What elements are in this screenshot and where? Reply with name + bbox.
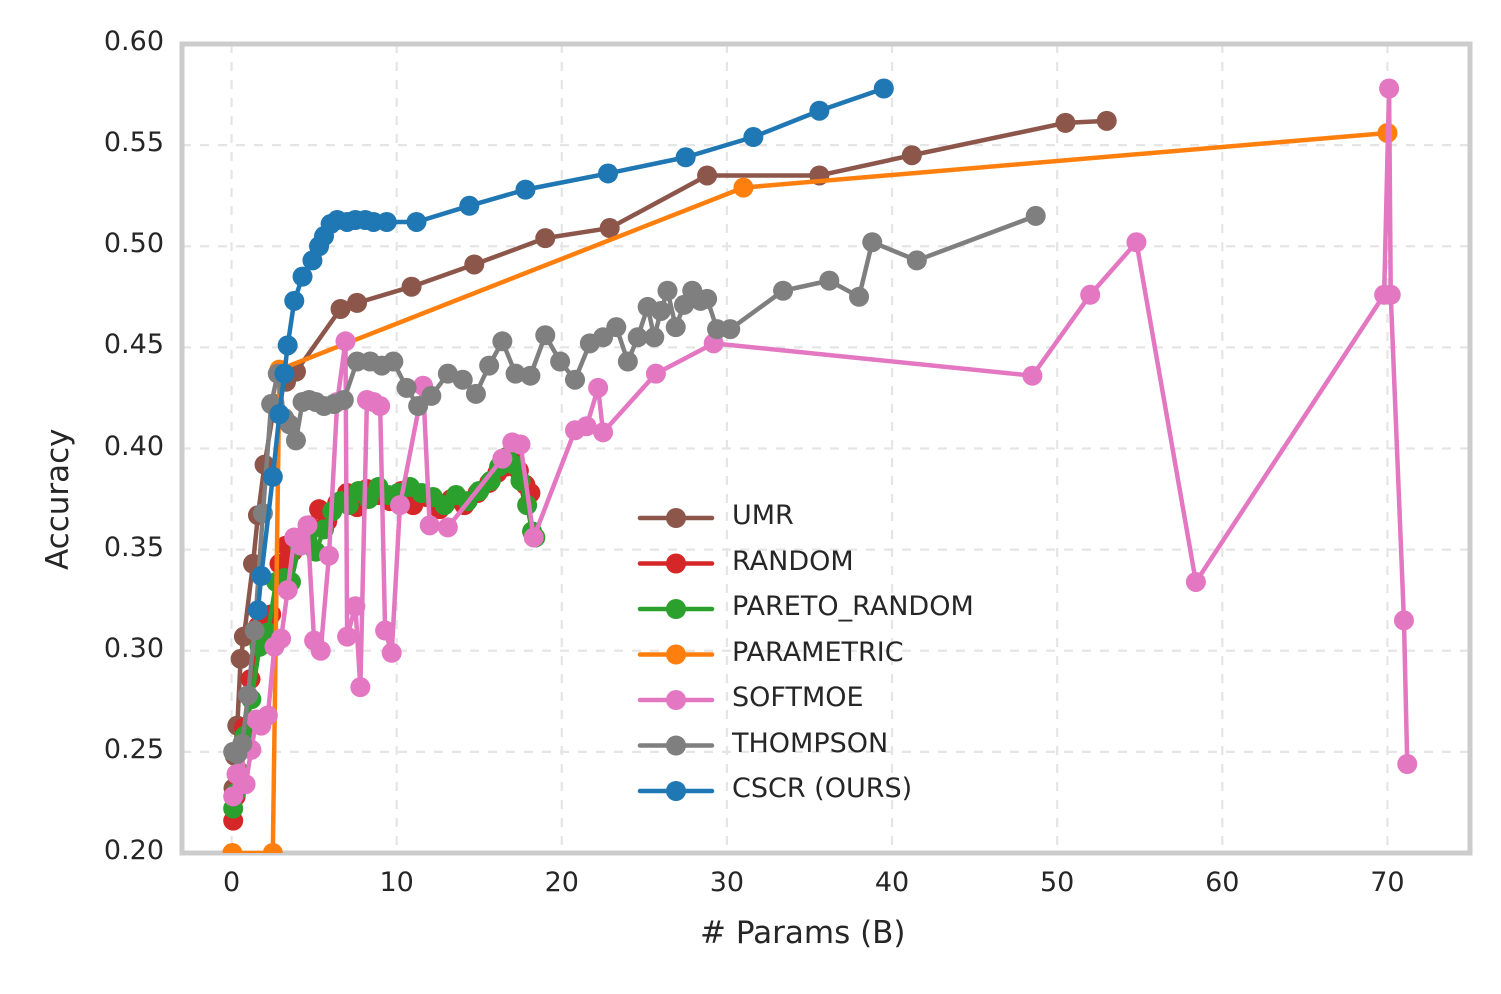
y-tick-0.30: 0.30 xyxy=(103,632,164,664)
series-layer xyxy=(222,78,1418,853)
x-tick-20: 20 xyxy=(544,867,579,898)
legend-item-softmoe: SOFTMOE xyxy=(732,682,864,713)
series-cscr-ours xyxy=(247,78,894,621)
y-tick-0.35: 0.35 xyxy=(103,531,164,563)
legend-item-random: RANDOM xyxy=(732,545,854,577)
legend-item-umr: UMR xyxy=(732,500,794,531)
y-tick-0.25: 0.25 xyxy=(103,733,164,765)
y-tick-0.20: 0.20 xyxy=(103,835,164,866)
x-tick-40: 40 xyxy=(874,867,910,898)
x-tick-30: 30 xyxy=(709,867,745,898)
grid-layer xyxy=(182,44,1470,853)
y-tick-0.50: 0.50 xyxy=(103,228,164,260)
axes-frame xyxy=(179,41,1473,856)
legend-item-thompson: THOMPSON xyxy=(732,727,889,759)
series-softmoe xyxy=(223,78,1418,807)
legend-item-cscr-ours: CSCR (OURS) xyxy=(732,773,913,804)
x-tick-60: 60 xyxy=(1205,867,1240,898)
y-tick-0.60: 0.60 xyxy=(103,26,164,57)
legend-item-pareto-random: PARETO_RANDOM xyxy=(732,591,974,622)
x-tick-50: 50 xyxy=(1039,867,1075,898)
y-tick-0.40: 0.40 xyxy=(103,430,164,462)
x-tick-0: 0 xyxy=(222,867,241,898)
x-tick-10: 10 xyxy=(379,867,414,898)
y-tick-0.55: 0.55 xyxy=(103,127,164,159)
x-axis-label: # Params (B) xyxy=(700,915,906,951)
series-thompson xyxy=(223,205,1046,764)
y-tick-0.45: 0.45 xyxy=(103,329,164,361)
legend-item-parametric: PARAMETRIC xyxy=(732,636,904,668)
x-tick-70: 70 xyxy=(1370,867,1405,898)
legend-markers xyxy=(637,508,715,801)
